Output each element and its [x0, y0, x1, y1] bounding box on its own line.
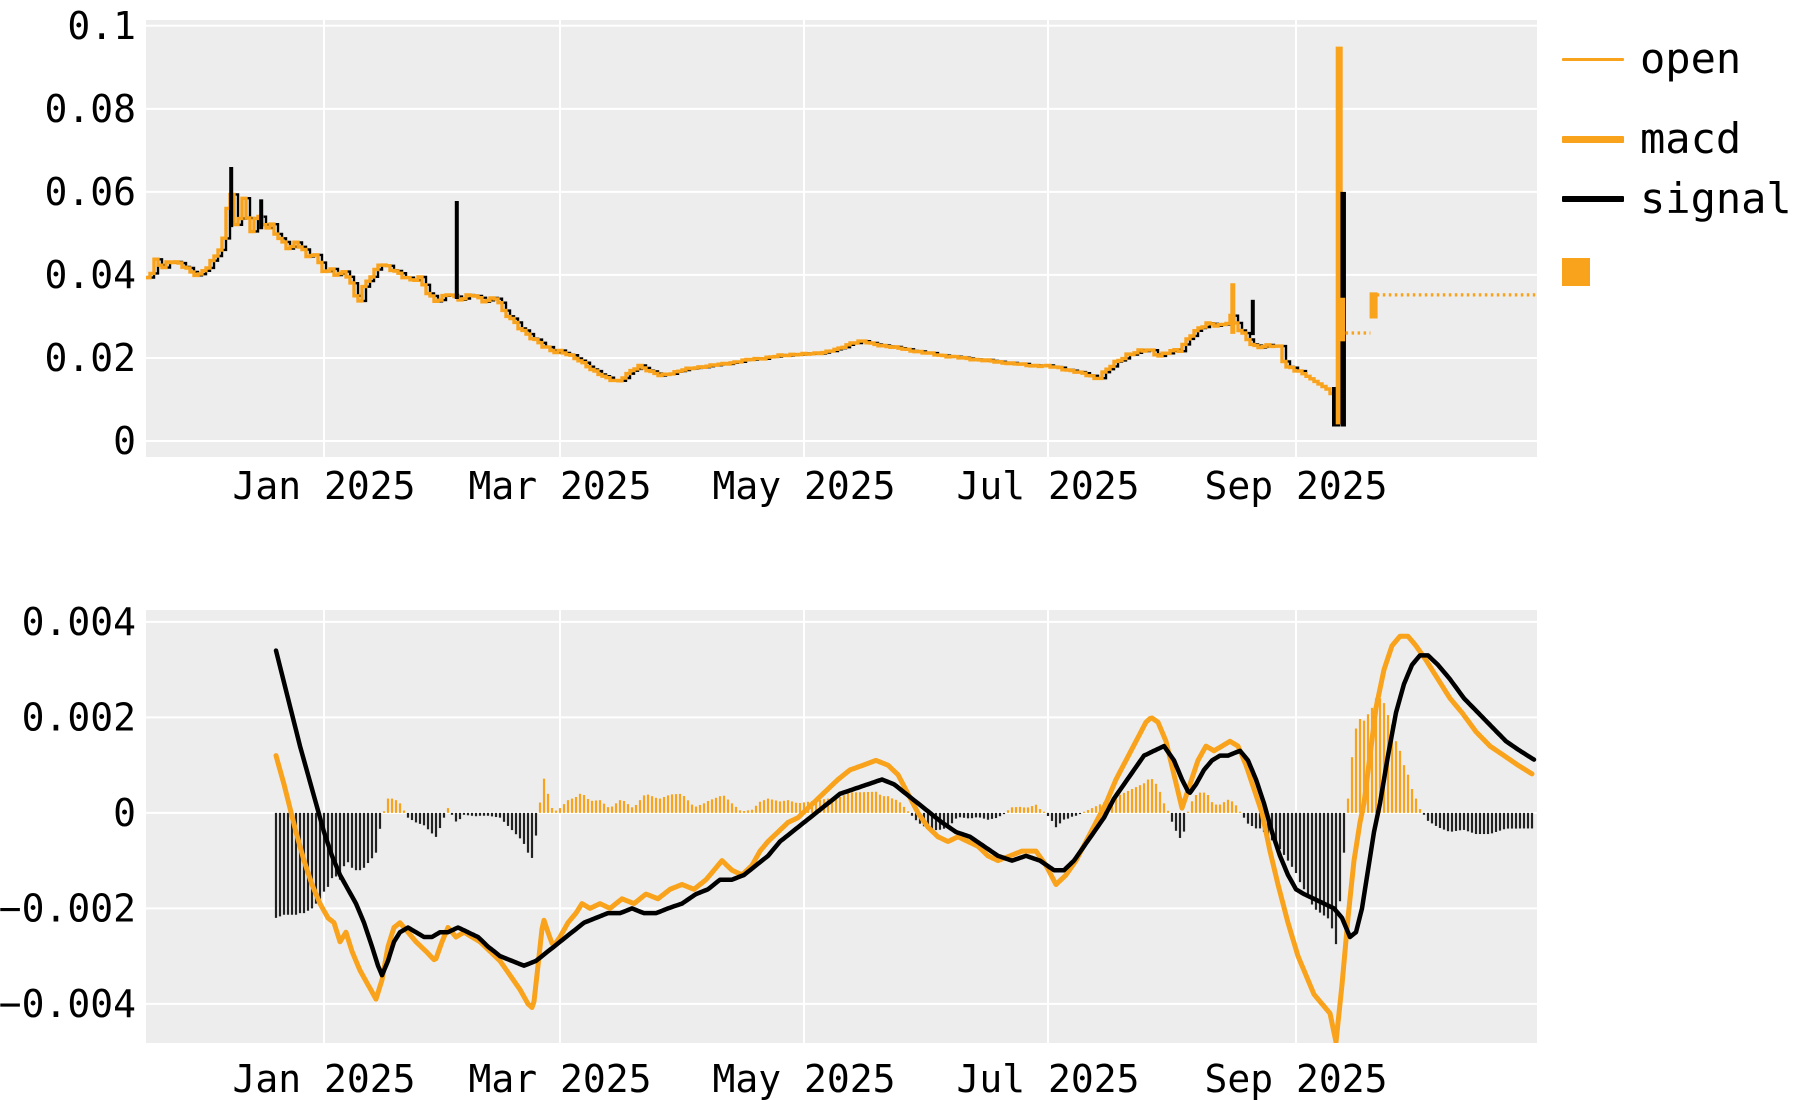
legend-item-histogram: [1562, 258, 1606, 286]
macd-x-tick-label: Jan 2025: [232, 1057, 415, 1100]
macd-x-tick-label: Sep 2025: [1204, 1057, 1387, 1100]
price-series-group: [146, 46, 1536, 427]
macd-grid: [146, 610, 1537, 1043]
legend-label-signal: signal: [1640, 174, 1792, 223]
macd-y-tick-label: 0.004: [22, 600, 136, 644]
macd-line-icon: [1562, 135, 1624, 143]
price-plot-background: [146, 20, 1537, 457]
price-y-tick-label: 0.08: [44, 87, 136, 131]
legend-item-macd: macd: [1562, 118, 1741, 160]
price-x-tick-label: Jul 2025: [956, 464, 1139, 508]
macd-y-tick-label: 0: [113, 791, 136, 835]
macd-series-group: [273, 633, 1537, 1043]
price-y-tick-label: 0.04: [44, 253, 136, 297]
signal-line-icon: [1562, 196, 1624, 202]
price-x-tick-label: Jan 2025: [232, 464, 415, 508]
price-panel: [146, 20, 1537, 457]
open-series: [146, 192, 1336, 401]
legend-item-signal: signal: [1562, 178, 1792, 220]
legend-label-open: open: [1640, 34, 1742, 83]
price-blob: [1336, 297, 1346, 342]
price-x-tick-label: May 2025: [712, 464, 895, 508]
signal-series: [273, 648, 1537, 978]
price-y-tick-label: 0.06: [44, 170, 136, 214]
macd-panel: [146, 610, 1537, 1043]
legend-label-macd: macd: [1640, 114, 1742, 163]
open-line-icon: [1562, 57, 1624, 61]
macd-y-tick-label: −0.004: [0, 982, 136, 1026]
price-x-tick-label: Sep 2025: [1204, 464, 1387, 508]
histogram-square-icon: [1562, 258, 1590, 286]
macd-x-tick-label: Jul 2025: [956, 1057, 1139, 1100]
macd-x-tick-label: May 2025: [712, 1057, 895, 1100]
legend-item-open: open: [1562, 38, 1741, 80]
macd-x-tick-label: Mar 2025: [468, 1057, 651, 1100]
price-x-tick-label: Mar 2025: [468, 464, 651, 508]
macd-y-tick-label: −0.002: [0, 886, 136, 930]
price-y-tick-label: 0.02: [44, 336, 136, 380]
price-y-tick-label: 0: [113, 419, 136, 463]
macd-y-tick-label: 0.002: [22, 695, 136, 739]
price-y-tick-label: 0.1: [67, 4, 136, 48]
